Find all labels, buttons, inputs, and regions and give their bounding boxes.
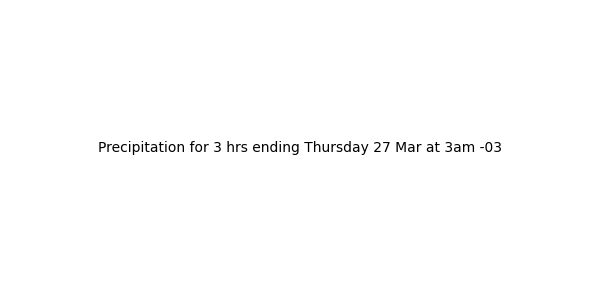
Text: Precipitation for 3 hrs ending Thursday 27 Mar at 3am -03: Precipitation for 3 hrs ending Thursday … <box>99 141 502 155</box>
